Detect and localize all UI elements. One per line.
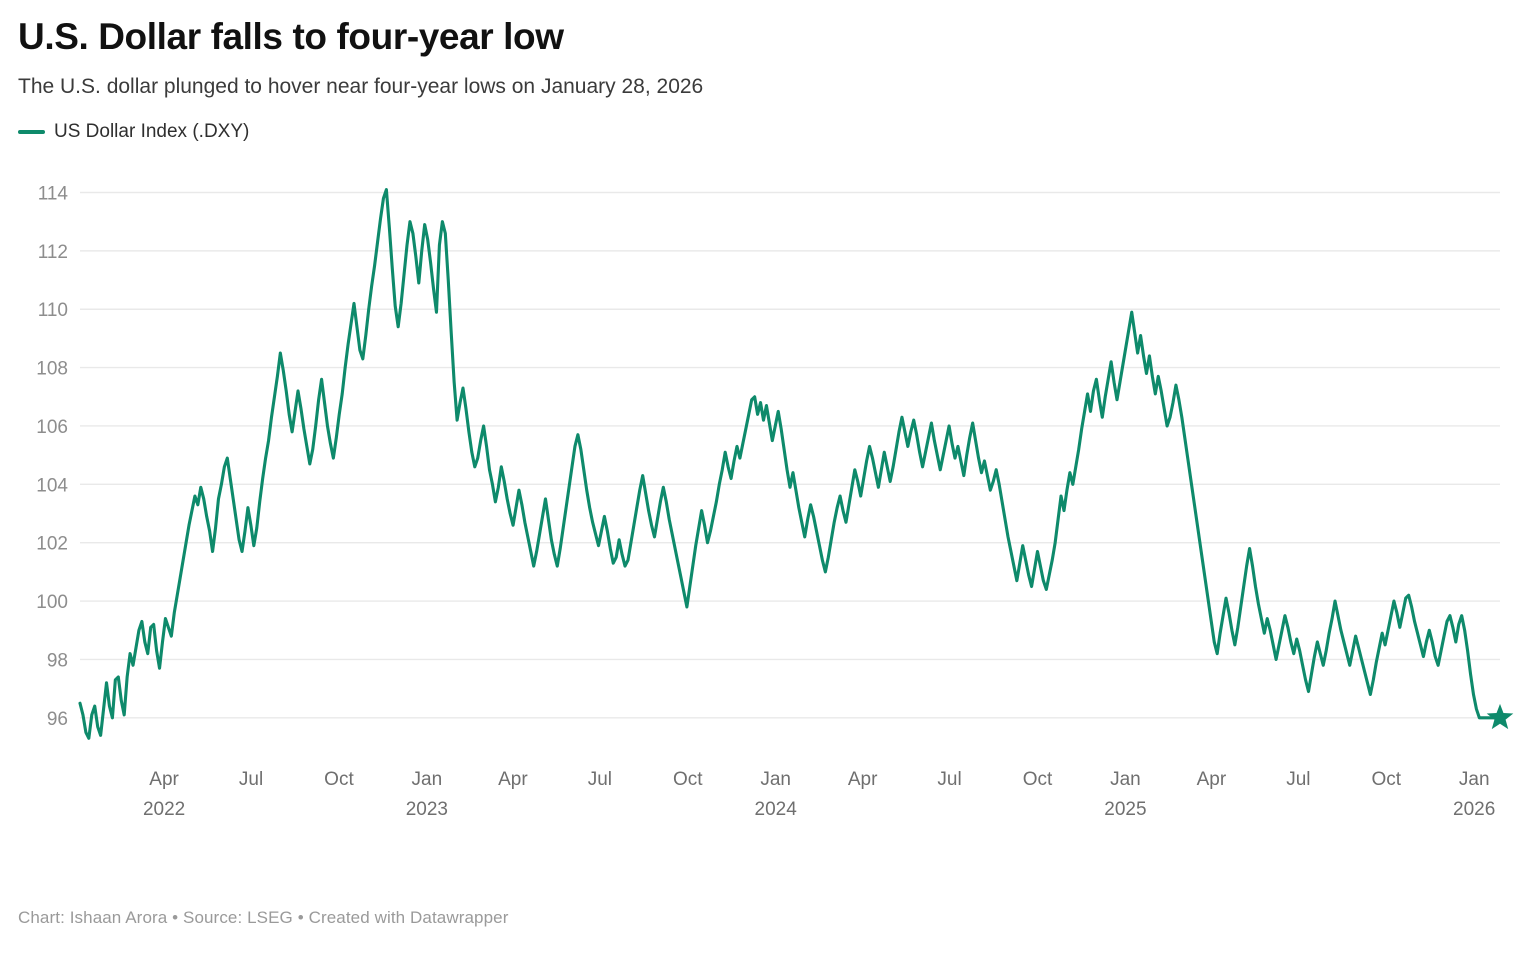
y-axis-tick-label: 102 (36, 534, 68, 555)
x-axis-tick-label: Jul (937, 769, 961, 790)
legend-item-label: US Dollar Index (.DXY) (54, 121, 250, 143)
series-line-us-dollar-index (78, 188, 1502, 740)
x-axis-tick-label: Apr (1197, 769, 1227, 790)
x-axis-tick-label: Jul (588, 769, 612, 790)
x-axis-year-label: 2024 (755, 799, 798, 820)
y-axis-tick-label: 96 (47, 709, 68, 730)
x-axis-tick-label: Oct (1023, 769, 1053, 790)
plot-area: 96 98 100 102 104 106 108 110 112 114 Apr 2022 Jul O… (18, 157, 1518, 847)
endpoint-star-marker (1486, 704, 1514, 730)
x-axis-tick-label: Oct (324, 769, 354, 790)
series-group (78, 188, 1502, 740)
y-axis-tick-label: 112 (38, 242, 68, 263)
x-axis-year-label: 2023 (406, 799, 448, 820)
x-axis-tick-label: Oct (673, 769, 703, 790)
x-axis-tick-label: Apr (848, 769, 878, 790)
y-axis-tick-label: 104 (36, 476, 68, 497)
x-axis-tick-label: Jan (1110, 769, 1141, 790)
y-axis-tick-label: 114 (38, 184, 69, 205)
x-axis-tick-label: Apr (498, 769, 528, 790)
y-axis-tick-label: 108 (36, 359, 68, 380)
legend-color-swatch (18, 130, 45, 135)
y-axis-tick-label: 98 (47, 651, 68, 672)
gridlines-group (80, 192, 1500, 719)
x-axis-tick-label: Jan (1459, 769, 1490, 790)
chart-credit: Chart: Ishaan Arora • Source: LSEG • Cre… (18, 908, 509, 927)
y-axis-labels-group: 96 98 100 102 104 106 108 110 112 114 (36, 184, 68, 730)
x-axis-tick-label: Jan (760, 769, 791, 790)
y-axis-tick-label: 110 (38, 300, 68, 321)
line-chart-svg: 96 98 100 102 104 106 108 110 112 114 Apr 2022 Jul O… (36, 184, 1514, 820)
y-axis-tick-label: 106 (36, 417, 68, 438)
chart-subtitle: The U.S. dollar plunged to hover near fo… (18, 74, 704, 98)
x-axis-year-label: 2022 (143, 799, 185, 820)
x-axis-tick-label: Jul (239, 769, 263, 790)
x-axis-tick-label: Jul (1286, 769, 1310, 790)
x-axis-tick-label: Jan (412, 769, 443, 790)
x-axis-year-label: 2026 (1453, 799, 1495, 820)
x-axis-tick-label: Oct (1372, 769, 1402, 790)
x-axis-tick-label: Apr (149, 769, 179, 790)
y-axis-tick-label: 100 (36, 592, 68, 613)
x-axis-year-label: 2025 (1104, 799, 1146, 820)
endpoint-marker-group (1486, 704, 1514, 730)
page-title: U.S. Dollar falls to four-year low (18, 16, 564, 57)
chart-legend: US Dollar Index (.DXY) (18, 100, 1518, 143)
x-axis-labels-group: Apr 2022 Jul Oct Jan 2023 Apr Jul Oct Jan 2024 Apr J… (143, 769, 1495, 820)
